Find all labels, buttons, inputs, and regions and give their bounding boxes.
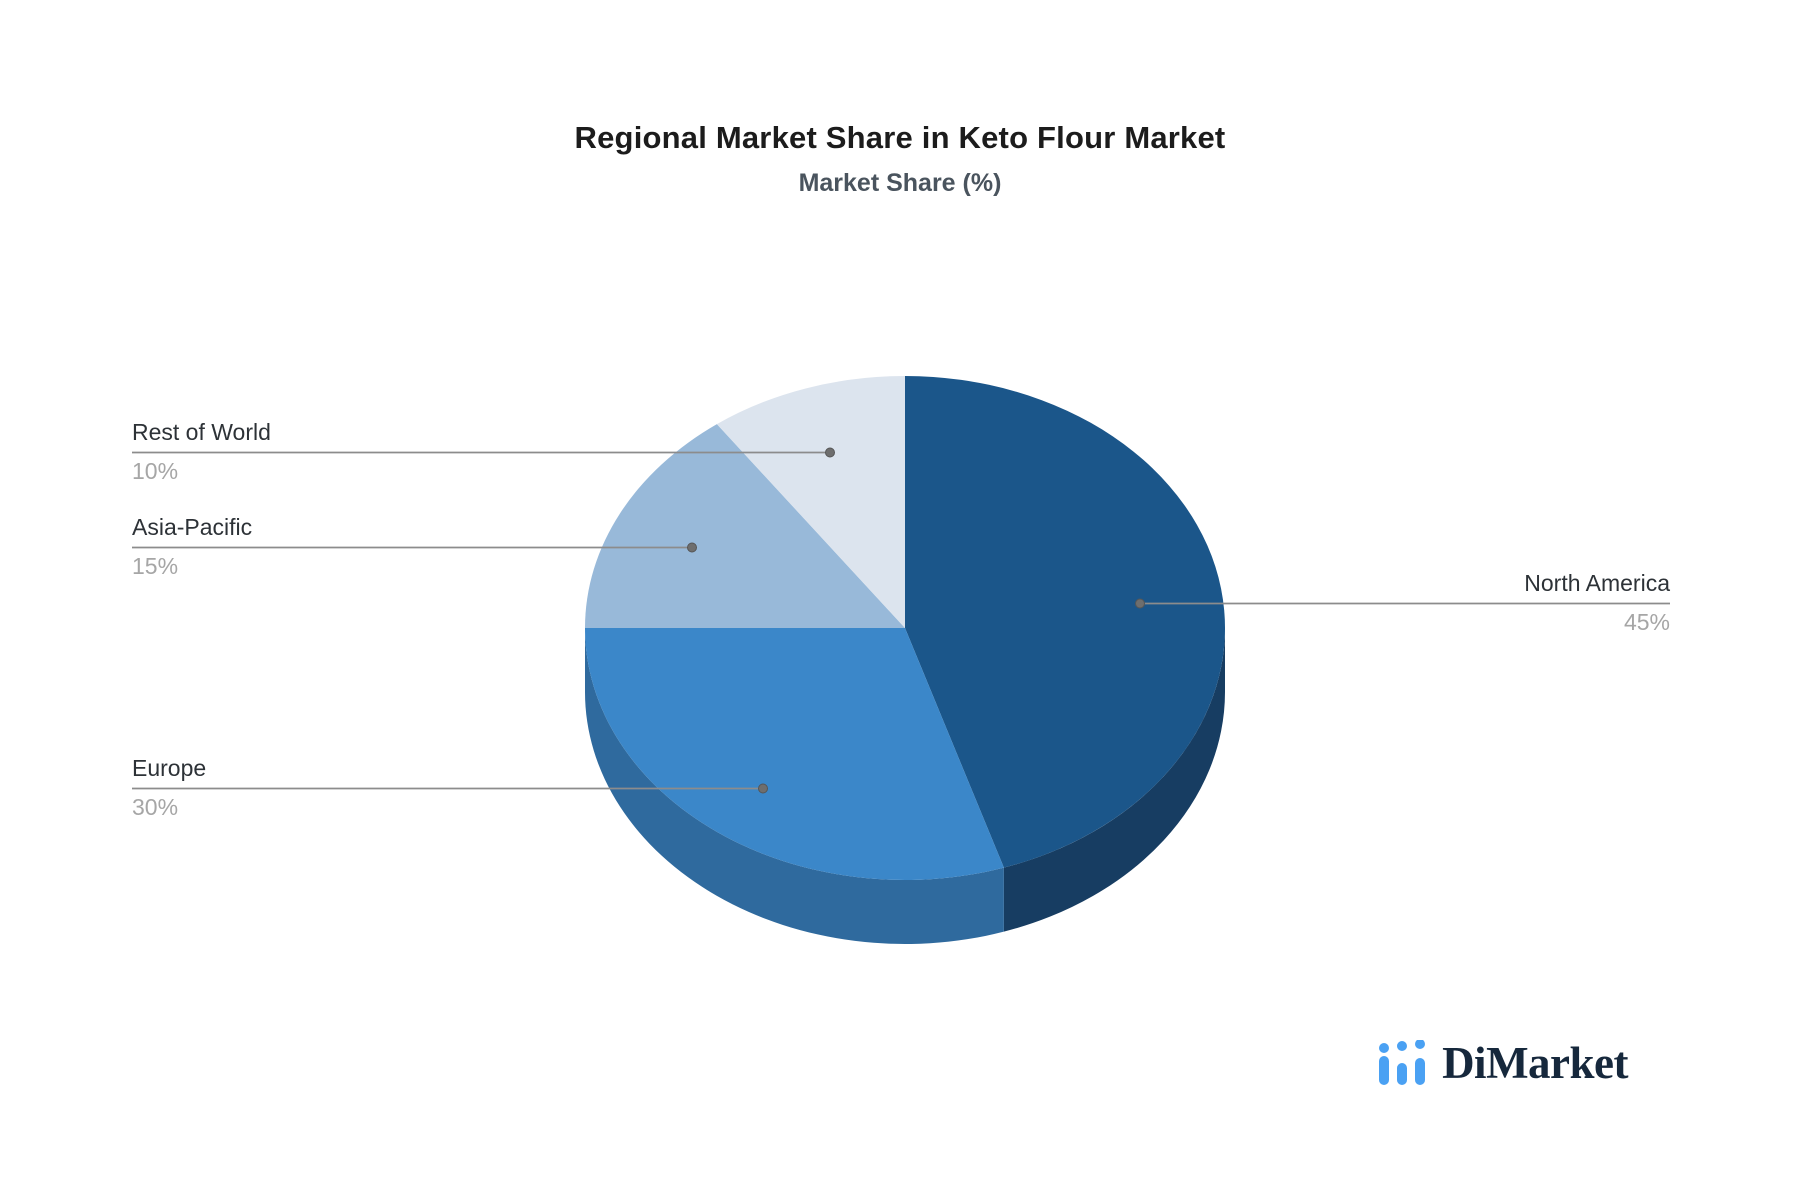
callout-asia-pacific: Asia-Pacific 15% <box>132 514 252 580</box>
pie-slice-rest-of-world[interactable] <box>716 376 905 628</box>
callout-value: 15% <box>132 553 179 579</box>
callout-name: North America <box>1524 570 1670 596</box>
connector-dot-asia-pacific <box>687 542 697 553</box>
callout-name: Rest of World <box>132 419 271 445</box>
brand-logo: DiMarket <box>1377 1040 1628 1086</box>
bar-chart-logo-icon <box>1379 1040 1426 1085</box>
pie-slices <box>585 376 1226 944</box>
connector-dot-europe <box>758 783 768 794</box>
chart-title: Regional Market Share in Keto Flour Mark… <box>574 120 1226 155</box>
connector-dot-north-america <box>1135 598 1145 609</box>
callout-name: Europe <box>132 755 207 781</box>
callout-north-america: North America 45% <box>1524 570 1670 636</box>
callout-value: 30% <box>132 794 179 820</box>
pie-slice-europe[interactable] <box>585 628 1004 880</box>
connector-overlay <box>132 447 1670 794</box>
pie-slice-north-america[interactable] <box>905 376 1226 868</box>
callout-rest-of-world: Rest of World 10% <box>132 419 271 485</box>
callout-value: 45% <box>1623 609 1670 635</box>
pie-slice-side-north-america <box>1003 628 1225 932</box>
callout-europe: Europe 30% <box>132 755 206 821</box>
connector-dot-rest-of-world <box>825 447 835 458</box>
callout-value: 10% <box>132 458 179 484</box>
brand-name: DiMarket <box>1442 1038 1628 1088</box>
chart-subtitle: Market Share (%) <box>798 169 1002 197</box>
pie-slice-side-europe <box>585 628 1004 944</box>
pie-slice-asia-pacific[interactable] <box>585 424 905 628</box>
callout-name: Asia-Pacific <box>132 514 253 540</box>
